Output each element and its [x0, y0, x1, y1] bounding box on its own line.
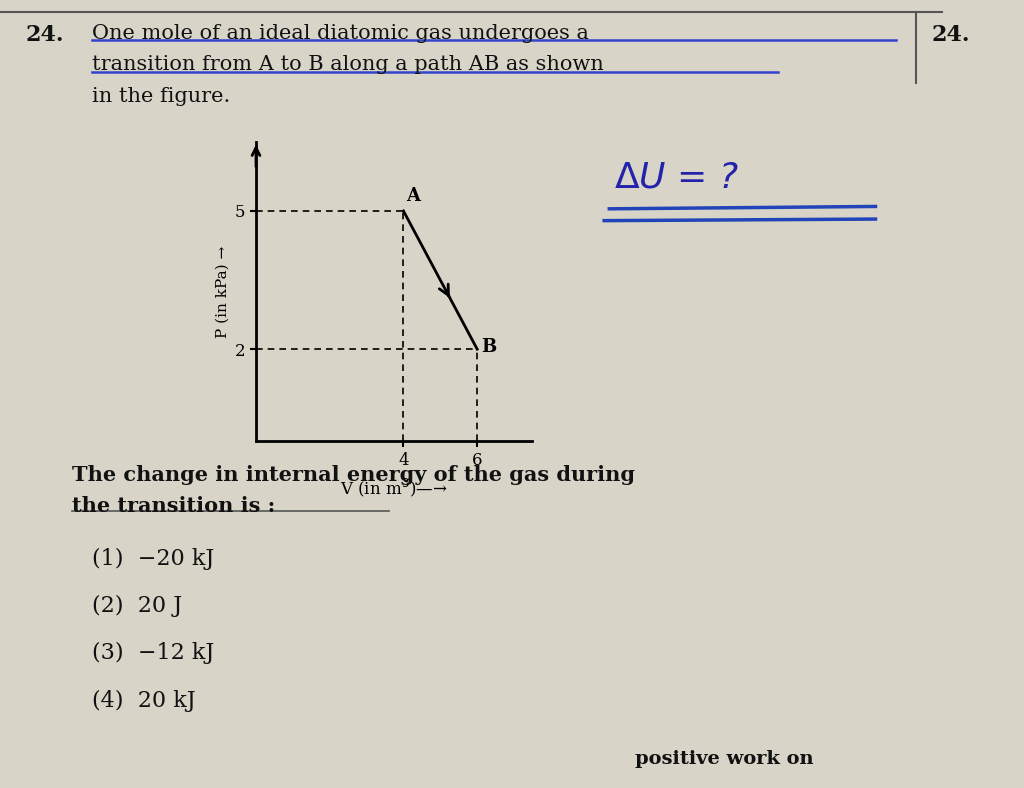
Text: One mole of an ideal diatomic gas undergoes a: One mole of an ideal diatomic gas underg… — [92, 24, 589, 43]
Text: (3)  −12 kJ: (3) −12 kJ — [92, 642, 214, 664]
Text: (1)  −20 kJ: (1) −20 kJ — [92, 548, 214, 570]
X-axis label: V (in m$^3$)—→: V (in m$^3$)—→ — [341, 477, 447, 500]
Text: positive work on: positive work on — [635, 750, 813, 768]
Text: (4)  20 kJ: (4) 20 kJ — [92, 690, 196, 712]
Text: A: A — [407, 188, 421, 206]
Text: transition from A to B along a path AB as shown: transition from A to B along a path AB a… — [92, 55, 604, 74]
Y-axis label: P (in kPa) →: P (in kPa) → — [215, 245, 229, 338]
Text: 24.: 24. — [26, 24, 65, 46]
Text: (2)  20 J: (2) 20 J — [92, 595, 182, 617]
Text: 24.: 24. — [932, 24, 971, 46]
Text: the transition is :: the transition is : — [72, 496, 274, 516]
Text: $\Delta$U = ?: $\Delta$U = ? — [614, 160, 739, 195]
Text: The change in internal energy of the gas during: The change in internal energy of the gas… — [72, 465, 635, 485]
Text: in the figure.: in the figure. — [92, 87, 230, 106]
Text: B: B — [481, 338, 496, 356]
